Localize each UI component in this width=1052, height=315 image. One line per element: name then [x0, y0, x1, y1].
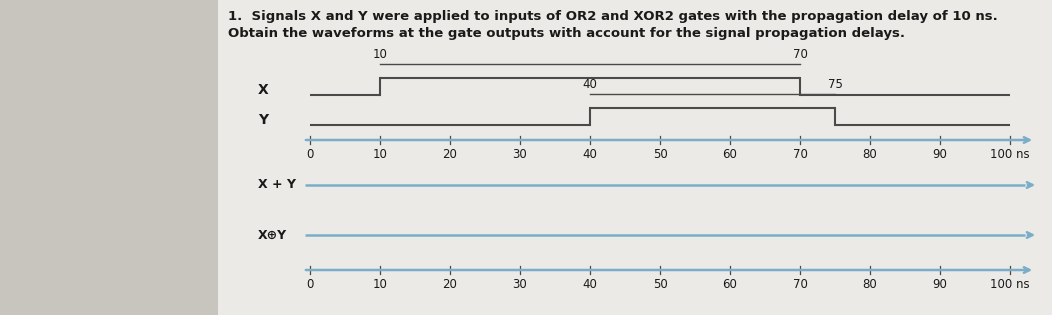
Text: 0: 0: [306, 278, 313, 291]
Text: 40: 40: [583, 78, 598, 91]
Text: X⊕Y: X⊕Y: [258, 228, 287, 242]
Text: 100 ns: 100 ns: [990, 278, 1030, 291]
Text: 20: 20: [443, 278, 458, 291]
Text: 10: 10: [372, 278, 387, 291]
Text: Obtain the waveforms at the gate outputs with account for the signal propagation: Obtain the waveforms at the gate outputs…: [228, 27, 905, 40]
Text: 80: 80: [863, 148, 877, 161]
Text: 50: 50: [652, 148, 667, 161]
Text: 40: 40: [583, 148, 598, 161]
Text: 30: 30: [512, 278, 527, 291]
Text: 10: 10: [372, 48, 387, 61]
Text: 75: 75: [828, 78, 843, 91]
Text: 50: 50: [652, 278, 667, 291]
Text: 20: 20: [443, 148, 458, 161]
Text: 60: 60: [723, 278, 737, 291]
Text: Y: Y: [258, 113, 268, 127]
Text: 90: 90: [932, 278, 948, 291]
Text: 10: 10: [372, 148, 387, 161]
Text: 30: 30: [512, 148, 527, 161]
Text: X: X: [258, 83, 268, 97]
Text: 70: 70: [792, 48, 808, 61]
Text: 70: 70: [792, 278, 808, 291]
Text: X + Y: X + Y: [258, 179, 296, 192]
Text: 0: 0: [306, 148, 313, 161]
Text: 1.  Signals X and Y were applied to inputs of OR2 and XOR2 gates with the propag: 1. Signals X and Y were applied to input…: [228, 10, 997, 23]
Text: 40: 40: [583, 278, 598, 291]
Text: 90: 90: [932, 148, 948, 161]
Text: 60: 60: [723, 148, 737, 161]
Bar: [218, 0, 1052, 315]
Text: 80: 80: [863, 278, 877, 291]
Text: 70: 70: [792, 148, 808, 161]
Text: 100 ns: 100 ns: [990, 148, 1030, 161]
